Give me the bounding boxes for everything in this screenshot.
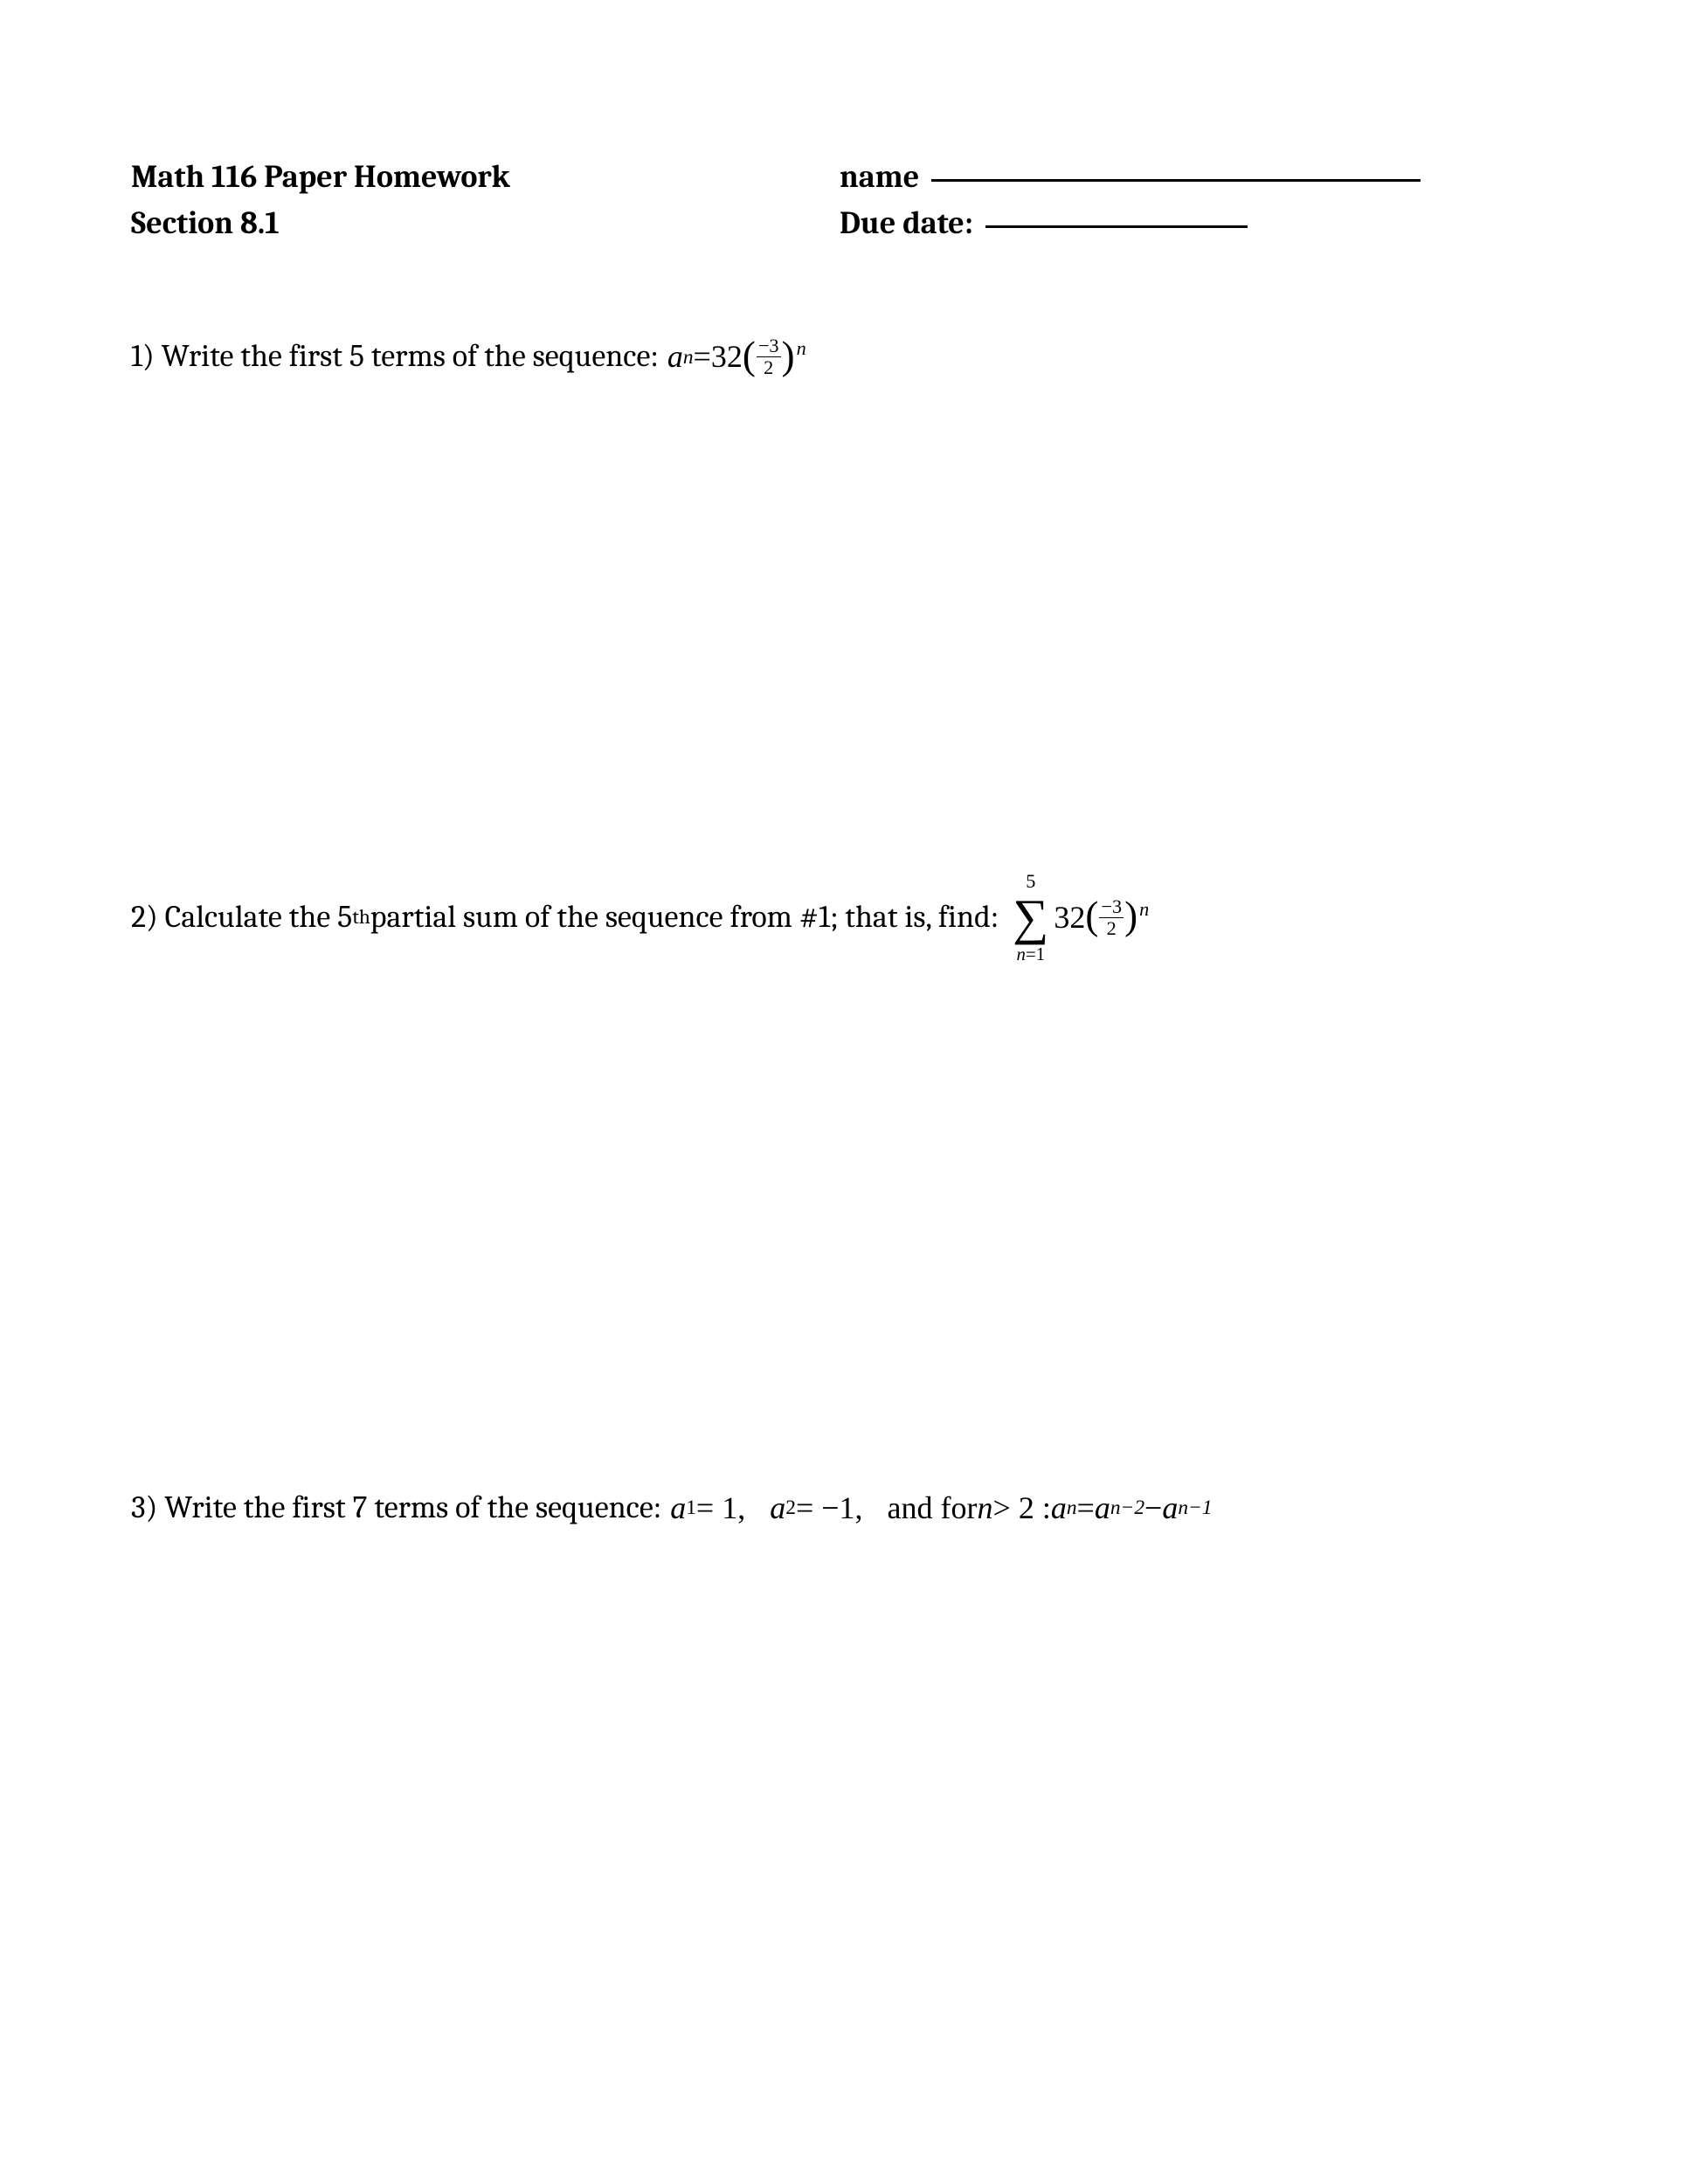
p2-exp: n bbox=[1139, 896, 1149, 922]
p2-lparen: ( bbox=[1085, 890, 1098, 942]
p2-frac-num: −3 bbox=[1099, 897, 1124, 918]
p1-var-a: a bbox=[667, 336, 683, 377]
p3-r2-sub: n−1 bbox=[1178, 1495, 1212, 1521]
problem-3: 3) Write the first 7 terms of the sequen… bbox=[131, 1488, 1556, 1529]
due-label: Due date: bbox=[840, 205, 973, 241]
p3-cond-rest: > 2 : bbox=[993, 1488, 1051, 1529]
problem-2-text-a: 2) Calculate the 5 bbox=[131, 897, 352, 938]
p3-an-sub: n bbox=[1067, 1495, 1077, 1521]
p1-exp: n bbox=[797, 335, 806, 361]
p1-frac: −32 bbox=[757, 336, 781, 378]
p3-r1-var: a bbox=[1095, 1488, 1110, 1529]
problem-2-formula: 5 ∑ n=1 32(−32)n bbox=[1007, 872, 1149, 964]
problem-3-formula: a1 = 1, a2 = −1, and for n > 2 : an = an… bbox=[670, 1488, 1212, 1529]
name-label: name bbox=[840, 159, 919, 195]
p3-r1-sub: n−2 bbox=[1110, 1495, 1144, 1521]
sigma-icon: ∑ bbox=[1013, 893, 1048, 943]
due-field-block: Due date: bbox=[840, 204, 1556, 245]
p1-eq: = bbox=[694, 336, 711, 377]
p2-sigma-top: 5 bbox=[1026, 872, 1035, 891]
p1-frac-den: 2 bbox=[762, 357, 775, 377]
course-title: Math 116 Paper Homework bbox=[131, 157, 510, 198]
header-row-2: Section 8.1 Due date: bbox=[131, 204, 1556, 245]
p3-r2-var: a bbox=[1162, 1488, 1178, 1529]
p1-lparen: ( bbox=[743, 330, 756, 382]
section-label: Section 8.1 bbox=[131, 204, 280, 245]
p2-sigma-bot: n=1 bbox=[1017, 945, 1046, 964]
name-field-block: name bbox=[840, 157, 1556, 198]
p2-sigma-block: 5 ∑ n=1 bbox=[1013, 872, 1048, 964]
p2-sigma-bot-rest: =1 bbox=[1026, 943, 1045, 964]
p3-a2-rest: = −1, bbox=[796, 1488, 863, 1529]
p2-frac: −32 bbox=[1099, 897, 1124, 939]
p3-a2-var: a bbox=[770, 1488, 785, 1529]
p3-an-var: a bbox=[1051, 1488, 1067, 1529]
p1-frac-num: −3 bbox=[757, 336, 781, 357]
p3-a1-sub: 1 bbox=[686, 1495, 696, 1521]
p2-coef: 32 bbox=[1054, 897, 1085, 938]
page: Math 116 Paper Homework name Section 8.1… bbox=[0, 0, 1687, 1616]
problem-2-th: th bbox=[352, 904, 370, 930]
p3-eq: = bbox=[1077, 1488, 1095, 1529]
p1-coef: 32 bbox=[711, 336, 743, 377]
name-blank-line bbox=[931, 179, 1421, 182]
p3-a1-rest: = 1, bbox=[696, 1488, 745, 1529]
header-row-1: Math 116 Paper Homework name bbox=[131, 157, 1556, 198]
p1-sub-n: n bbox=[683, 344, 694, 370]
p2-rparen: ) bbox=[1124, 890, 1137, 942]
problem-2: 2) Calculate the 5th partial sum of the … bbox=[131, 872, 1556, 964]
problem-1-text: 1) Write the first 5 terms of the sequen… bbox=[131, 336, 659, 377]
problem-3-text: 3) Write the first 7 terms of the sequen… bbox=[131, 1488, 661, 1529]
p3-a2-sub: 2 bbox=[785, 1495, 796, 1521]
problem-1-formula: an = 32(−32)n bbox=[667, 332, 806, 384]
p1-rparen: ) bbox=[782, 330, 795, 382]
p3-a1-var: a bbox=[670, 1488, 686, 1529]
due-blank-line bbox=[985, 225, 1248, 228]
p3-cond-var: n bbox=[978, 1488, 993, 1529]
p2-frac-den: 2 bbox=[1105, 918, 1118, 938]
p2-sigma-bot-var: n bbox=[1017, 943, 1026, 964]
problem-2-text-b: partial sum of the sequence from #1; tha… bbox=[370, 897, 999, 938]
p3-minus: − bbox=[1144, 1488, 1162, 1529]
problem-1: 1) Write the first 5 terms of the sequen… bbox=[131, 332, 1556, 384]
p3-mid: and for bbox=[888, 1488, 978, 1529]
